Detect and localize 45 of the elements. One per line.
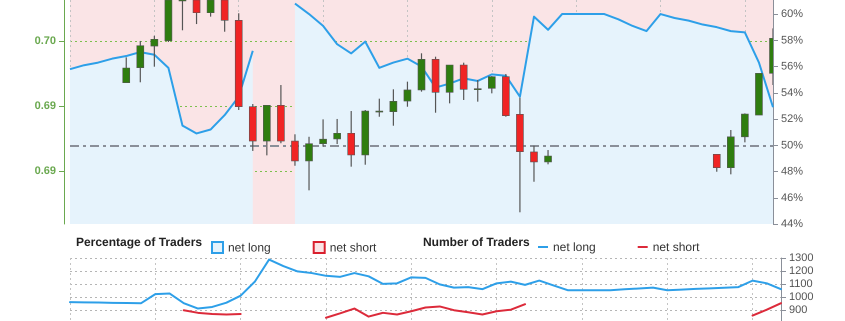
y-tick-label: 1300 (789, 252, 814, 264)
y2-tick-label: 58% (781, 34, 804, 46)
candlestick (333, 118, 341, 145)
candlestick (206, 0, 214, 18)
candlestick (192, 0, 200, 25)
y2-tick-label: 50% (781, 139, 804, 152)
candlestick (712, 154, 721, 172)
y-tick-label: 0.69 (34, 164, 56, 177)
y2-tick-label: 44% (781, 218, 804, 230)
y2-tick-label: 52% (781, 113, 804, 126)
candlestick (474, 79, 482, 102)
legend-label: net long (228, 240, 271, 254)
candlestick (136, 40, 144, 83)
y2-tick-label: 60% (781, 8, 804, 20)
candlestick (291, 134, 299, 166)
y2-tick-label: 48% (781, 166, 804, 178)
candlestick (220, 0, 228, 32)
y-tick-label: 1000 (789, 290, 814, 303)
y-tick-label: 1200 (789, 264, 814, 277)
candlestick (305, 136, 313, 191)
candlestick (376, 98, 384, 118)
y-tick-label: 0.69 (34, 100, 56, 112)
candlestick (347, 110, 355, 168)
candlestick (319, 118, 327, 148)
y2-tick-label: 46% (781, 192, 804, 204)
y2-tick-label: 54% (781, 86, 804, 99)
candlestick (544, 149, 552, 165)
candlestick (178, 0, 186, 31)
candlestick (530, 145, 538, 182)
legend-title: Number of Traders (423, 235, 530, 249)
candlestick (150, 35, 158, 68)
legend-label: net short (652, 240, 700, 254)
y-tick-label: 900 (789, 304, 808, 316)
line-series (69, 258, 782, 310)
legend-label: net short (330, 240, 378, 254)
candlestick (122, 56, 130, 84)
y-tick-label: 1100 (789, 278, 813, 290)
candlestick (404, 81, 412, 108)
candlestick (741, 112, 749, 143)
candlestick (488, 75, 496, 94)
y-tick-label: 0.70 (34, 34, 56, 47)
legend-label: net long (553, 240, 596, 254)
legend-title: Percentage of Traders (76, 235, 202, 249)
y2-tick-label: 56% (781, 60, 804, 73)
candlestick (390, 88, 398, 126)
